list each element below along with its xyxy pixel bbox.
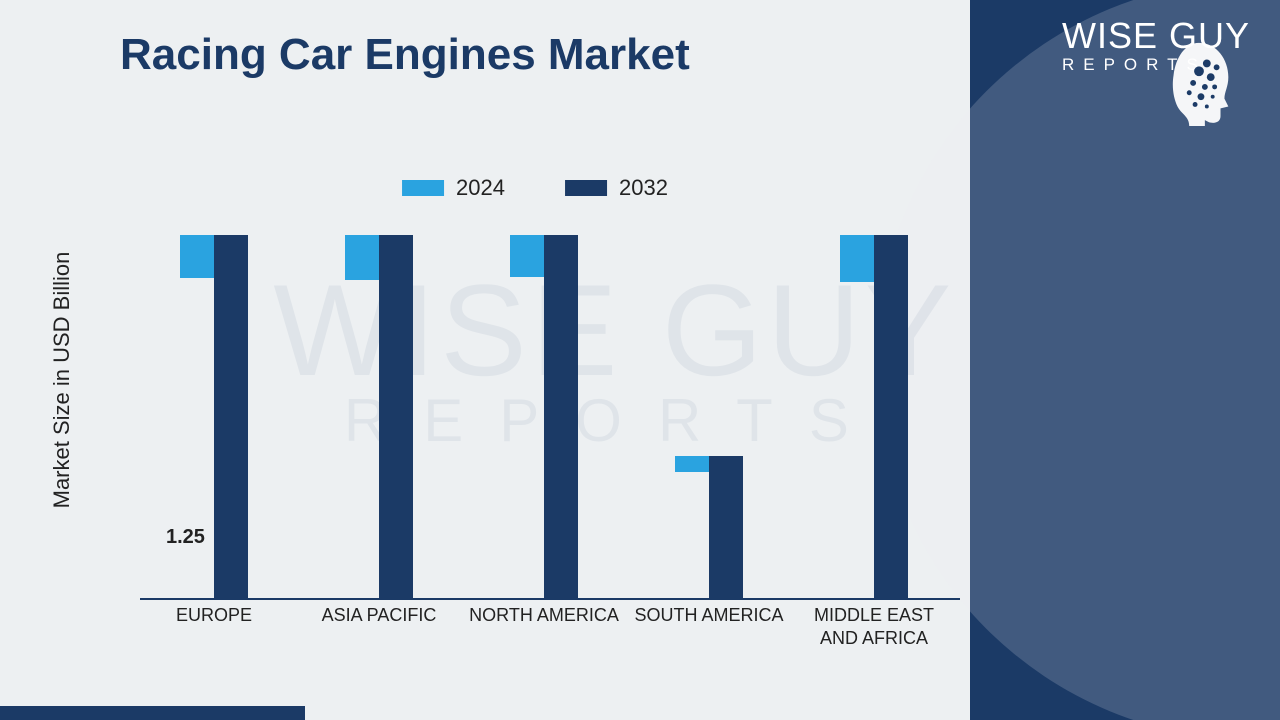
legend-swatch-2024 <box>402 180 444 196</box>
bar-group: SOUTH AMERICA <box>675 456 743 598</box>
bar-2024 <box>840 235 874 282</box>
bar-2032 <box>214 235 248 598</box>
bar-group: EUROPE1.25 <box>180 235 248 598</box>
category-label: ASIA PACIFIC <box>299 598 459 627</box>
chart-region: Market Size in USD Billion 2024 2032 EUR… <box>100 160 970 600</box>
category-label: SOUTH AMERICA <box>629 598 789 627</box>
bottom-accent-strip <box>0 706 305 720</box>
legend-label-2024: 2024 <box>456 175 505 201</box>
legend-swatch-2032 <box>565 180 607 196</box>
bar-2032 <box>544 235 578 598</box>
legend-label-2032: 2032 <box>619 175 668 201</box>
legend: 2024 2032 <box>402 175 668 201</box>
bar-2032 <box>379 235 413 598</box>
bar-group: ASIA PACIFIC <box>345 235 413 598</box>
legend-item-2024: 2024 <box>402 175 505 201</box>
brand-logo: WISE GUY REPORTS <box>1062 18 1250 73</box>
bar-group: NORTH AMERICA <box>510 235 578 598</box>
category-label: MIDDLE EAST AND AFRICA <box>794 598 954 649</box>
page-root: WISE GUY REPORTS Racing Car Engines Mark… <box>0 0 1280 720</box>
head-profile-icon <box>1158 38 1240 126</box>
bar-2032 <box>874 235 908 598</box>
bar-group: MIDDLE EAST AND AFRICA <box>840 235 908 598</box>
bar-value-label: 1.25 <box>166 526 205 549</box>
bar-2024 <box>180 235 214 278</box>
legend-item-2032: 2032 <box>565 175 668 201</box>
y-axis-label: Market Size in USD Billion <box>49 252 75 509</box>
bar-2024 <box>510 235 544 276</box>
bar-2032 <box>709 456 743 598</box>
category-label: NORTH AMERICA <box>464 598 624 627</box>
bar-2024 <box>675 456 709 472</box>
chart-title: Racing Car Engines Market <box>120 30 690 80</box>
plot-area: EUROPE1.25 ASIA PACIFIC NORTH AMERICA SOUTH… <box>140 220 960 600</box>
bar-2024 <box>345 235 379 280</box>
category-label: EUROPE <box>134 598 294 627</box>
